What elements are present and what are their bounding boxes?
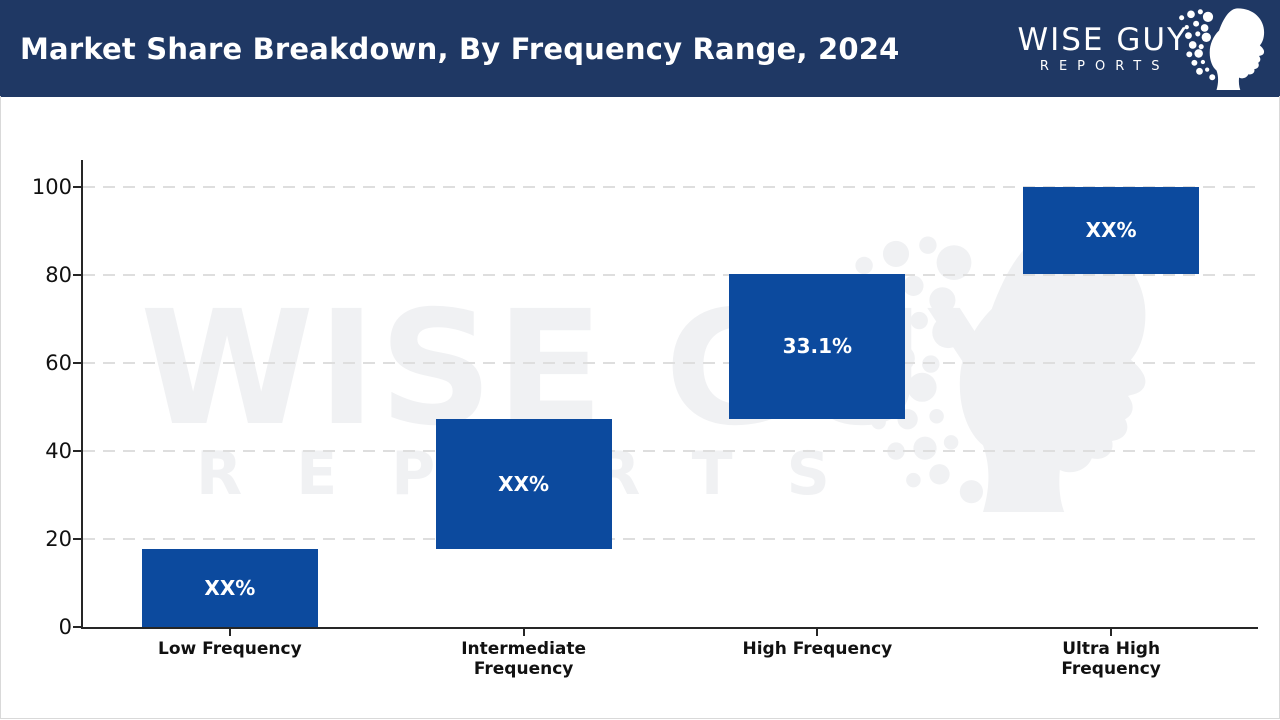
bar-value-label: XX% (1085, 218, 1137, 243)
x-tick-label: Low Frequency (158, 639, 302, 659)
logo-reports-label: REPORTS (1039, 58, 1170, 74)
x-tick-mark (522, 629, 525, 636)
y-axis-spine (81, 160, 83, 629)
x-tick-mark (228, 629, 231, 636)
y-tick-mark (73, 626, 81, 628)
gridline-20 (83, 538, 1258, 540)
gridline-100 (83, 186, 1258, 188)
x-tick-mark (816, 629, 819, 636)
gridline-40 (83, 450, 1258, 452)
gridline-80 (83, 274, 1258, 276)
bar-value-label: 33.1% (782, 334, 853, 359)
bar-value-label: XX% (498, 472, 550, 497)
bar-segment: XX% (1023, 187, 1200, 274)
y-tick-label: 20 (45, 527, 72, 551)
bar-value-label: XX% (204, 576, 256, 601)
x-tick-label: Intermediate Frequency (461, 639, 587, 679)
y-tick-mark (73, 538, 81, 540)
wiseguy-head-icon (1179, 8, 1265, 90)
bar-segment: XX% (435, 419, 612, 550)
x-tick-label: High Frequency (742, 639, 893, 659)
logo-text: WISE GUY REPORTS (1017, 21, 1188, 74)
y-tick-label: 60 (45, 351, 72, 375)
x-tick-label: Ultra High Frequency (1061, 639, 1161, 679)
x-axis-spine (81, 627, 1258, 629)
x-tick-mark (1110, 629, 1113, 636)
header-bar: Market Share Breakdown, By Frequency Ran… (0, 0, 1280, 97)
y-tick-mark (73, 274, 81, 276)
y-tick-label: 40 (45, 439, 72, 463)
y-tick-label: 0 (58, 615, 72, 639)
y-tick-label: 80 (45, 263, 72, 287)
watermark-head-icon (852, 233, 1146, 512)
y-tick-mark (73, 450, 81, 452)
y-tick-label: 100 (31, 175, 72, 199)
y-tick-mark (73, 362, 81, 364)
bar-segment: XX% (141, 549, 318, 627)
y-tick-mark (73, 186, 81, 188)
gridline-60 (83, 362, 1258, 364)
logo-wordmark: WISE GUY (1017, 21, 1188, 58)
page-title: Market Share Breakdown, By Frequency Ran… (20, 31, 900, 66)
bar-segment: 33.1% (729, 273, 906, 420)
wiseguy-logo: WISE GUY REPORTS (1017, 7, 1276, 90)
